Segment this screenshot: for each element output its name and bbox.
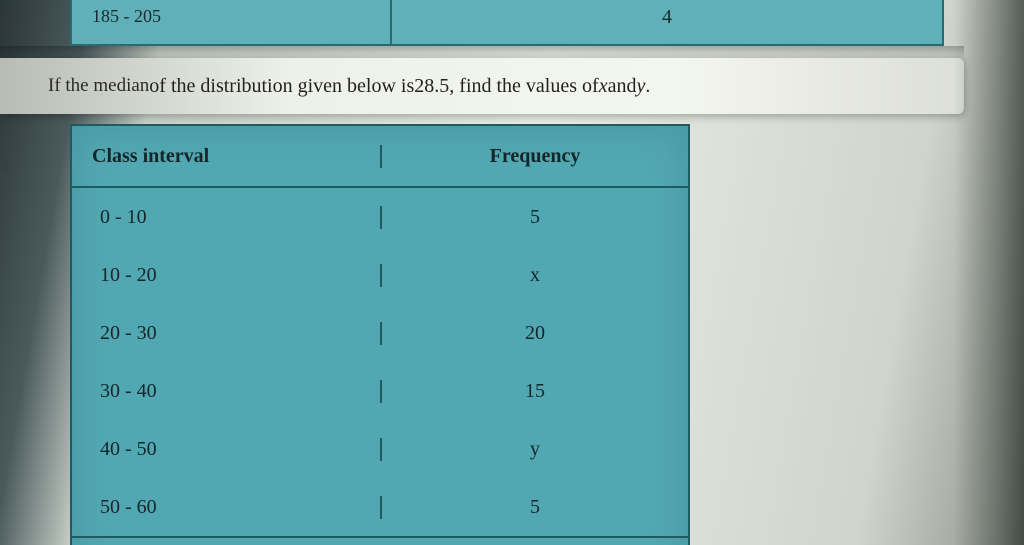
- frequency-distribution-table: Class interval Frequency 0 - 10 5 10 - 2…: [70, 124, 690, 545]
- table-row: 50 - 60 5: [72, 478, 688, 536]
- table-total-row: 60: [72, 536, 688, 545]
- question-var-y: y: [636, 75, 645, 98]
- margin-note: 20.: [4, 2, 20, 18]
- cell-frequency: 5: [382, 206, 688, 229]
- prev-table-interval-cell: 185 - 205: [72, 0, 392, 44]
- question-lead: If the median: [48, 75, 149, 97]
- question-tail: , find the values of: [449, 75, 598, 98]
- cell-interval: 10 - 20: [72, 264, 382, 287]
- table-row: 20 - 30 20: [72, 304, 688, 362]
- cell-interval: 0 - 10: [72, 206, 382, 229]
- previous-table-fragment: 185 - 205 4: [70, 0, 944, 46]
- cell-frequency: x: [382, 264, 688, 287]
- page-right-shadow: [954, 0, 1024, 545]
- table-row: 40 - 50 y: [72, 420, 688, 478]
- cell-frequency: y: [382, 438, 688, 461]
- cell-frequency: 15: [382, 380, 688, 403]
- table-header-row: Class interval Frequency: [72, 126, 688, 188]
- table-row: 0 - 10 5: [72, 188, 688, 246]
- cell-frequency: 5: [382, 496, 688, 519]
- question-and: and: [608, 75, 637, 98]
- prev-table-freq-cell: 4: [392, 0, 942, 44]
- cell-frequency: 20: [382, 322, 688, 345]
- margin-note: l: [4, 160, 8, 176]
- cell-interval: 40 - 50: [72, 438, 382, 461]
- question-var-x: x: [599, 75, 608, 98]
- cell-interval: 50 - 60: [72, 496, 382, 519]
- header-class-interval: Class interval: [72, 145, 382, 168]
- question-median-value: 28.5: [414, 75, 449, 98]
- question-text-banner: If the median of the distribution given …: [0, 58, 964, 114]
- margin-note: ich: [4, 20, 20, 36]
- cell-interval: 20 - 30: [72, 322, 382, 345]
- margin-note: d: [4, 120, 11, 136]
- cell-interval: 30 - 40: [72, 380, 382, 403]
- header-frequency: Frequency: [382, 145, 688, 168]
- table-row: 10 - 20 x: [72, 246, 688, 304]
- table-row: 30 - 40 15: [72, 362, 688, 420]
- question-mid: of the distribution given below is: [149, 75, 414, 98]
- page-curl-shadow: [0, 46, 964, 58]
- question-dot: .: [645, 75, 650, 98]
